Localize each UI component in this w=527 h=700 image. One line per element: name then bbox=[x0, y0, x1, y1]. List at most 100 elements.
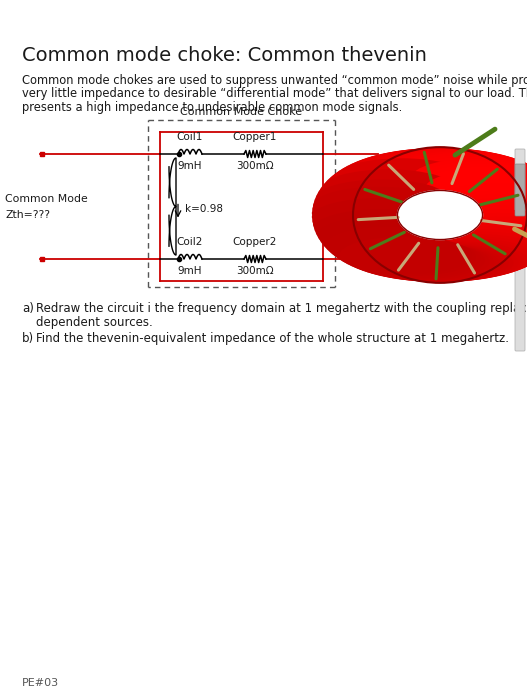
Ellipse shape bbox=[348, 153, 480, 190]
Text: Coil2: Coil2 bbox=[177, 237, 203, 247]
Ellipse shape bbox=[425, 169, 527, 207]
Ellipse shape bbox=[322, 223, 455, 260]
Ellipse shape bbox=[312, 190, 445, 228]
Ellipse shape bbox=[423, 226, 527, 264]
Ellipse shape bbox=[372, 148, 504, 186]
FancyBboxPatch shape bbox=[515, 149, 525, 351]
Ellipse shape bbox=[331, 161, 464, 198]
Text: 300mΩ: 300mΩ bbox=[236, 266, 274, 276]
Text: very little impedance to desirable “differential mode” that delivers signal to o: very little impedance to desirable “diff… bbox=[22, 88, 527, 101]
Ellipse shape bbox=[416, 161, 527, 198]
Ellipse shape bbox=[314, 209, 446, 247]
Ellipse shape bbox=[366, 244, 499, 282]
Ellipse shape bbox=[331, 232, 464, 270]
Ellipse shape bbox=[395, 241, 527, 279]
Ellipse shape bbox=[313, 187, 445, 224]
Ellipse shape bbox=[335, 158, 468, 196]
Ellipse shape bbox=[436, 198, 527, 236]
Ellipse shape bbox=[435, 190, 527, 228]
Text: 9mH: 9mH bbox=[178, 161, 202, 171]
Ellipse shape bbox=[408, 156, 527, 193]
Text: presents a high impedance to undesirable common mode signals.: presents a high impedance to undesirable… bbox=[22, 101, 402, 114]
Ellipse shape bbox=[362, 149, 494, 186]
Ellipse shape bbox=[312, 198, 444, 236]
Ellipse shape bbox=[316, 213, 448, 251]
Ellipse shape bbox=[435, 202, 527, 239]
Ellipse shape bbox=[435, 187, 527, 224]
Text: Find the thevenin-equivalent impedance of the whole structure at 1 megahertz.: Find the thevenin-equivalent impedance o… bbox=[36, 332, 509, 345]
Text: Common Mode: Common Mode bbox=[5, 193, 88, 204]
Ellipse shape bbox=[357, 243, 490, 280]
Ellipse shape bbox=[322, 169, 455, 207]
Ellipse shape bbox=[314, 183, 446, 220]
Ellipse shape bbox=[416, 232, 527, 270]
Ellipse shape bbox=[335, 234, 468, 272]
Ellipse shape bbox=[320, 220, 452, 258]
Ellipse shape bbox=[344, 154, 476, 192]
Text: 9mH: 9mH bbox=[178, 266, 202, 276]
Text: b): b) bbox=[22, 332, 34, 345]
Ellipse shape bbox=[391, 243, 523, 280]
Text: Common mode chokes are used to suppress unwanted “common mode” noise while provi: Common mode chokes are used to suppress … bbox=[22, 74, 527, 87]
Ellipse shape bbox=[419, 229, 527, 267]
Ellipse shape bbox=[325, 167, 457, 204]
Ellipse shape bbox=[432, 213, 527, 251]
Ellipse shape bbox=[362, 244, 494, 281]
FancyBboxPatch shape bbox=[515, 164, 525, 216]
Ellipse shape bbox=[339, 237, 472, 274]
Ellipse shape bbox=[428, 173, 527, 210]
Ellipse shape bbox=[412, 158, 527, 196]
Ellipse shape bbox=[353, 241, 485, 279]
Ellipse shape bbox=[339, 156, 472, 193]
Text: Coil1: Coil1 bbox=[177, 132, 203, 142]
Ellipse shape bbox=[432, 179, 527, 217]
Text: Copper1: Copper1 bbox=[233, 132, 277, 142]
Ellipse shape bbox=[430, 176, 527, 214]
Text: PE#03: PE#03 bbox=[22, 678, 59, 688]
Ellipse shape bbox=[423, 167, 527, 204]
Ellipse shape bbox=[404, 154, 527, 192]
Ellipse shape bbox=[391, 150, 523, 187]
Text: Common mode choke: Common thevenin: Common mode choke: Common thevenin bbox=[22, 46, 427, 65]
Ellipse shape bbox=[428, 220, 527, 258]
Ellipse shape bbox=[317, 176, 450, 214]
Text: dependent sources.: dependent sources. bbox=[36, 316, 153, 329]
Ellipse shape bbox=[313, 206, 445, 243]
Ellipse shape bbox=[425, 223, 527, 260]
Ellipse shape bbox=[430, 216, 527, 254]
Ellipse shape bbox=[372, 244, 504, 282]
Ellipse shape bbox=[366, 148, 499, 186]
Text: k=0.98: k=0.98 bbox=[185, 204, 223, 214]
Ellipse shape bbox=[400, 153, 527, 190]
Ellipse shape bbox=[328, 229, 461, 267]
Ellipse shape bbox=[317, 216, 450, 254]
Ellipse shape bbox=[412, 234, 527, 272]
Ellipse shape bbox=[386, 244, 518, 281]
Text: Redraw the circuit i the frequency domain at 1 megahertz with the coupling repla: Redraw the circuit i the frequency domai… bbox=[36, 302, 527, 315]
Ellipse shape bbox=[434, 183, 527, 220]
Ellipse shape bbox=[357, 150, 490, 187]
Ellipse shape bbox=[348, 240, 480, 278]
Ellipse shape bbox=[381, 244, 513, 282]
Ellipse shape bbox=[353, 151, 485, 188]
Ellipse shape bbox=[328, 163, 461, 201]
Ellipse shape bbox=[435, 206, 527, 243]
Ellipse shape bbox=[397, 190, 483, 239]
Ellipse shape bbox=[312, 195, 444, 232]
Text: Common Mode Choke: Common Mode Choke bbox=[180, 107, 302, 117]
Text: Zth=???: Zth=??? bbox=[5, 209, 50, 220]
Ellipse shape bbox=[434, 209, 527, 247]
Ellipse shape bbox=[408, 237, 527, 274]
Text: 300mΩ: 300mΩ bbox=[236, 161, 274, 171]
Ellipse shape bbox=[316, 179, 448, 217]
Ellipse shape bbox=[404, 239, 527, 276]
Ellipse shape bbox=[386, 149, 518, 186]
Ellipse shape bbox=[376, 148, 509, 186]
Ellipse shape bbox=[312, 202, 445, 239]
Ellipse shape bbox=[320, 173, 452, 210]
Ellipse shape bbox=[381, 148, 513, 186]
Ellipse shape bbox=[436, 195, 527, 232]
Text: a): a) bbox=[22, 302, 34, 315]
Text: Copper2: Copper2 bbox=[233, 237, 277, 247]
Ellipse shape bbox=[376, 244, 509, 282]
